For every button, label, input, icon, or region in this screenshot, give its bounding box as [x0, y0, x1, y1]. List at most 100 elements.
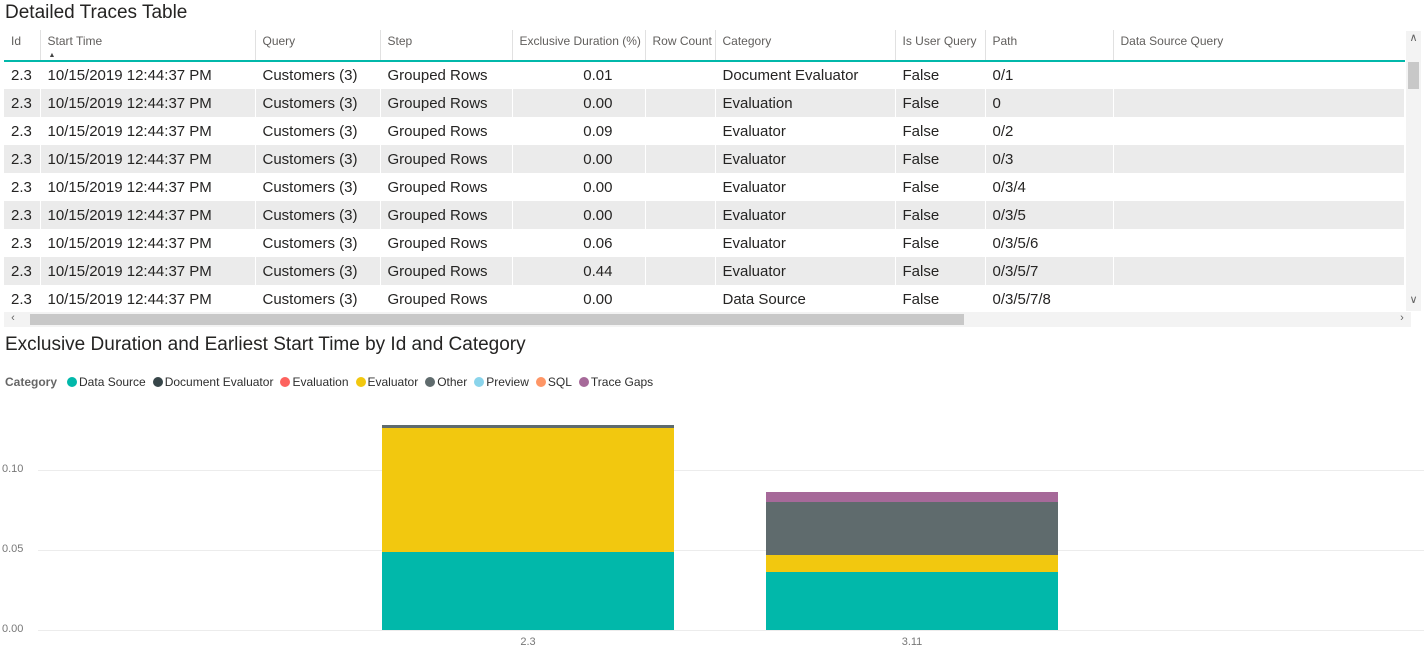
- legend-color-dot: [425, 377, 436, 387]
- legend-item-label: Evaluation: [292, 375, 349, 389]
- bar-segment-other[interactable]: [382, 425, 674, 428]
- cell-query: Customers (3): [255, 145, 381, 173]
- column-header-data-source-query[interactable]: Data Source Query: [1113, 30, 1404, 62]
- cell-id: 2.3: [4, 145, 41, 173]
- bar-segment-evaluator[interactable]: [382, 427, 674, 552]
- cell-row-count: [645, 145, 716, 173]
- table-vertical-scrollbar[interactable]: ∧ ∨: [1406, 31, 1421, 311]
- cell-data-source-query: [1113, 145, 1405, 173]
- horizontal-scrollbar-thumb[interactable]: [30, 314, 964, 325]
- cell-id: 2.3: [4, 117, 41, 145]
- table-row[interactable]: 2.3 10/15/2019 12:44:37 PM Customers (3) Gr…: [4, 229, 1405, 257]
- column-header-is-user-query[interactable]: Is User Query: [895, 30, 986, 62]
- cell-category: Evaluator: [715, 173, 896, 201]
- cell-category: Evaluator: [715, 117, 896, 145]
- table-row[interactable]: 2.3 10/15/2019 12:44:37 PM Customers (3) Gr…: [4, 89, 1405, 117]
- chart-title: Exclusive Duration and Earliest Start Ti…: [5, 334, 526, 355]
- table-row[interactable]: 2.3 10/15/2019 12:44:37 PM Customers (3) Gr…: [4, 257, 1405, 285]
- table-row[interactable]: 2.3 10/15/2019 12:44:37 PM Customers (3) Gr…: [4, 201, 1405, 229]
- cell-start-time: 10/15/2019 12:44:37 PM: [40, 229, 256, 257]
- bar-segment-other[interactable]: [766, 502, 1058, 555]
- cell-step: Grouped Rows: [380, 229, 513, 257]
- cell-category: Evaluator: [715, 257, 896, 285]
- cell-row-count: [645, 201, 716, 229]
- legend-title: Category: [5, 375, 58, 389]
- cell-data-source-query: [1113, 201, 1405, 229]
- scroll-right-icon[interactable]: ›: [1400, 312, 1404, 324]
- traces-table-body: 2.3 10/15/2019 12:44:37 PM Customers (3) Gr…: [4, 61, 1405, 313]
- cell-step: Grouped Rows: [380, 117, 513, 145]
- bar-segment-data-source[interactable]: [766, 572, 1058, 630]
- legend-item-evaluator[interactable]: Evaluator: [355, 375, 418, 389]
- cell-step: Grouped Rows: [380, 285, 513, 313]
- legend-color-dot: [152, 377, 163, 387]
- column-header-exclusive-duration[interactable]: Exclusive Duration (%): [512, 30, 646, 62]
- legend-color-dot: [535, 377, 546, 387]
- cell-data-source-query: [1113, 257, 1405, 285]
- x-axis-tick-label: 2.3: [520, 636, 536, 648]
- table-row[interactable]: 2.3 10/15/2019 12:44:37 PM Customers (3) Gr…: [4, 285, 1405, 313]
- scroll-left-icon[interactable]: ‹: [11, 312, 15, 324]
- table-horizontal-scrollbar[interactable]: ‹ ›: [4, 312, 1411, 327]
- column-header-row-count[interactable]: Row Count: [645, 30, 716, 62]
- column-header-path[interactable]: Path: [985, 30, 1114, 62]
- cell-exclusive-duration: 0.01: [512, 61, 646, 89]
- bar-segment-trace-gaps[interactable]: [766, 492, 1058, 502]
- table-row[interactable]: 2.3 10/15/2019 12:44:37 PM Customers (3) Gr…: [4, 173, 1405, 201]
- cell-is-user-query: False: [895, 89, 986, 117]
- cell-start-time: 10/15/2019 12:44:37 PM: [40, 145, 256, 173]
- cell-id: 2.3: [4, 173, 41, 201]
- cell-data-source-query: [1113, 229, 1405, 257]
- legend-item-document-evaluator[interactable]: Document Evaluator: [152, 375, 273, 389]
- cell-start-time: 10/15/2019 12:44:37 PM: [40, 285, 256, 313]
- cell-category: Evaluator: [715, 229, 896, 257]
- table-row[interactable]: 2.3 10/15/2019 12:44:37 PM Customers (3) Gr…: [4, 145, 1405, 173]
- cell-data-source-query: [1113, 285, 1405, 313]
- legend-color-dot: [67, 377, 78, 387]
- cell-step: Grouped Rows: [380, 173, 513, 201]
- cell-is-user-query: False: [895, 173, 986, 201]
- scroll-up-icon[interactable]: ∧: [1409, 32, 1418, 44]
- legend-item-trace-gaps[interactable]: Trace Gaps: [578, 375, 653, 389]
- cell-id: 2.3: [4, 285, 41, 313]
- bar-segment-data-source[interactable]: [382, 551, 674, 630]
- legend-color-dot: [280, 377, 291, 387]
- bar-segment-evaluator[interactable]: [766, 554, 1058, 573]
- column-header-category[interactable]: Category: [715, 30, 896, 62]
- y-axis-tick-label: 0.10: [2, 463, 24, 475]
- x-axis-tick-label: 3.11: [901, 636, 923, 648]
- column-header-start-time[interactable]: Start Time ▲: [40, 30, 256, 62]
- legend-item-label: SQL: [547, 375, 572, 389]
- cell-path: 0/3/5/6: [985, 229, 1114, 257]
- sort-ascending-icon: ▲: [48, 52, 56, 59]
- cell-is-user-query: False: [895, 201, 986, 229]
- cell-row-count: [645, 89, 716, 117]
- cell-exclusive-duration: 0.00: [512, 201, 646, 229]
- cell-exclusive-duration: 0.06: [512, 229, 646, 257]
- gridline: [38, 630, 1424, 631]
- legend-item-sql[interactable]: SQL: [535, 375, 572, 389]
- cell-id: 2.3: [4, 229, 41, 257]
- detailed-traces-table: Id Start Time ▲ Query Step Exclusive Duration…: [4, 30, 1405, 313]
- legend-item-data-source[interactable]: Data Source: [67, 375, 146, 389]
- vertical-scrollbar-thumb[interactable]: [1408, 62, 1419, 89]
- cell-id: 2.3: [4, 201, 41, 229]
- legend-item-other[interactable]: Other: [425, 375, 467, 389]
- column-header-query[interactable]: Query: [255, 30, 381, 62]
- legend-item-evaluation[interactable]: Evaluation: [280, 375, 349, 389]
- table-row[interactable]: 2.3 10/15/2019 12:44:37 PM Customers (3) Gr…: [4, 61, 1405, 89]
- table-title: Detailed Traces Table: [5, 2, 188, 23]
- cell-path: 0/1: [985, 61, 1114, 89]
- legend-item-preview[interactable]: Preview: [474, 375, 529, 389]
- cell-row-count: [645, 229, 716, 257]
- column-header-id[interactable]: Id: [4, 30, 41, 62]
- cell-query: Customers (3): [255, 173, 381, 201]
- cell-start-time: 10/15/2019 12:44:37 PM: [40, 89, 256, 117]
- cell-data-source-query: [1113, 89, 1405, 117]
- table-row[interactable]: 2.3 10/15/2019 12:44:37 PM Customers (3) Gr…: [4, 117, 1405, 145]
- cell-start-time: 10/15/2019 12:44:37 PM: [40, 257, 256, 285]
- scroll-down-icon[interactable]: ∨: [1409, 294, 1418, 306]
- cell-query: Customers (3): [255, 89, 381, 117]
- column-header-step[interactable]: Step: [380, 30, 513, 62]
